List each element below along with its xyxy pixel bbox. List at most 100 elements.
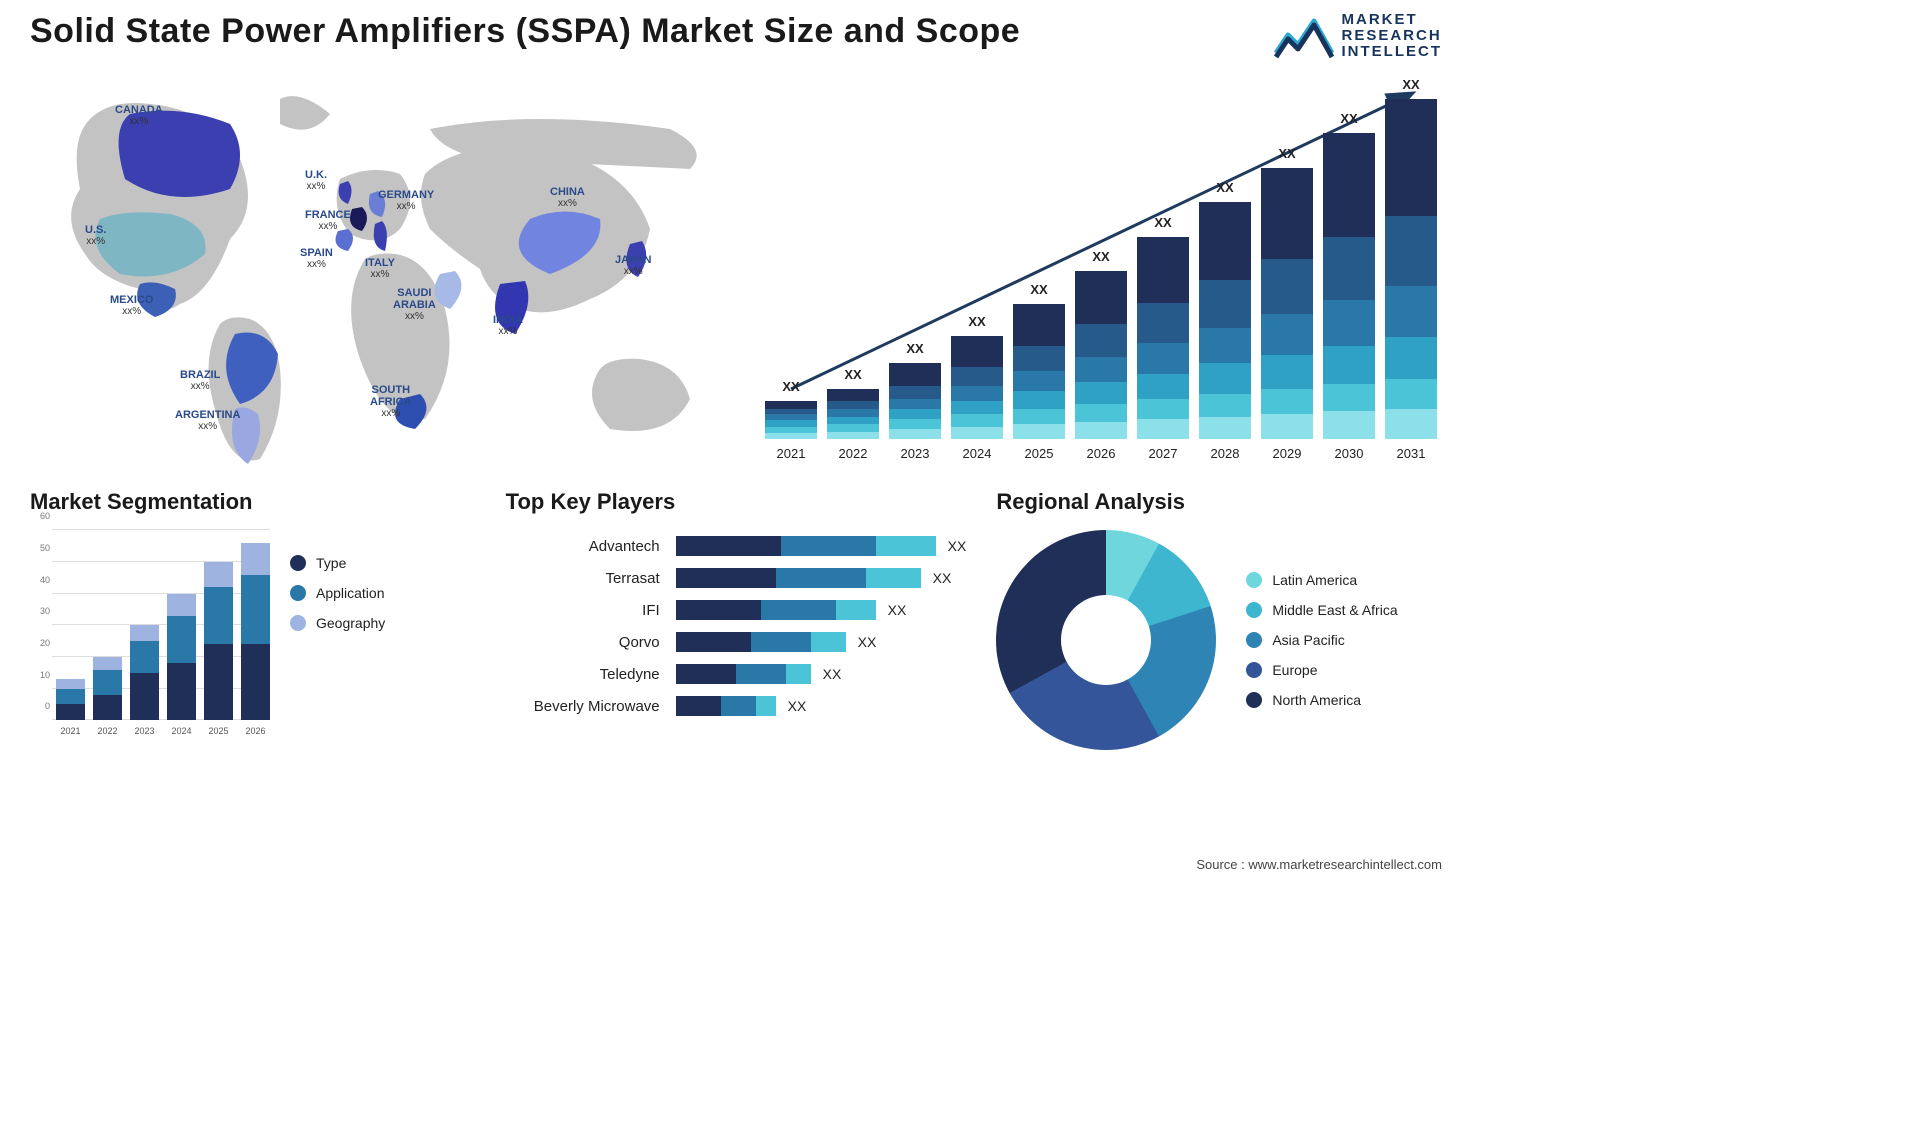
map-label: MEXICOxx%: [110, 294, 153, 317]
source-line: Source : www.marketresearchintellect.com: [1196, 857, 1442, 872]
bar-segment: [1385, 337, 1437, 379]
keyplayer-bar-segment: [676, 600, 761, 620]
map-label: ARGENTINAxx%: [175, 409, 240, 432]
main-growth-chart: XX2021XX2022XX2023XX2024XX2025XX2026XX20…: [760, 69, 1442, 469]
map-label: U.S.xx%: [85, 224, 106, 247]
bar-segment: [1013, 346, 1065, 371]
bar-segment: [951, 427, 1003, 440]
bar-segment: [889, 409, 941, 419]
seg-ytick: 30: [40, 606, 50, 616]
keyplayer-value: XX: [823, 666, 842, 682]
bar-value-label: XX: [1385, 77, 1437, 92]
seg-bar-segment: [241, 644, 270, 720]
bar-segment: [1199, 328, 1251, 363]
bar-segment: [1013, 409, 1065, 424]
legend-item: Geography: [290, 615, 385, 631]
seg-xlabel: 2024: [167, 726, 196, 736]
bar-segment: [951, 336, 1003, 368]
legend-item: North America: [1246, 692, 1397, 708]
header: Solid State Power Amplifiers (SSPA) Mark…: [0, 0, 1472, 59]
bar-segment: [827, 401, 879, 409]
bar-segment: [1013, 391, 1065, 409]
legend-label: Application: [316, 585, 385, 601]
seg-bar-segment: [56, 679, 85, 689]
legend-label: Geography: [316, 615, 385, 631]
donut-hole: [1061, 595, 1151, 685]
bar-segment: [1075, 324, 1127, 357]
seg-bar-segment: [130, 673, 159, 721]
map-label: BRAZILxx%: [180, 369, 220, 392]
bar-value-label: XX: [1199, 180, 1251, 195]
bar-segment: [951, 414, 1003, 427]
seg-ytick: 50: [40, 543, 50, 553]
seg-bar-segment: [93, 670, 122, 695]
bar-segment: [1137, 399, 1189, 419]
bar-value-label: XX: [1323, 111, 1375, 126]
bar-segment: [1323, 237, 1375, 300]
bar-segment: [889, 399, 941, 409]
bar-segment: [1199, 417, 1251, 440]
bar-segment: [1261, 259, 1313, 315]
keyplayer-value: XX: [888, 602, 907, 618]
bar-segment: [1323, 346, 1375, 384]
legend-label: Asia Pacific: [1272, 632, 1344, 648]
logo-line: MARKET: [1342, 12, 1443, 28]
legend-item: Type: [290, 555, 385, 571]
keyplayer-value: XX: [948, 538, 967, 554]
bar-segment: [1385, 286, 1437, 337]
bar-segment: [1137, 374, 1189, 399]
map-label: U.K.xx%: [305, 169, 327, 192]
map-label: SPAINxx%: [300, 247, 333, 270]
bar-segment: [1323, 133, 1375, 237]
seg-bar-segment: [56, 704, 85, 720]
bar-year-label: 2022: [827, 446, 879, 461]
seg-xlabel: 2025: [204, 726, 233, 736]
bar-segment: [1013, 371, 1065, 391]
map-label: JAPANxx%: [615, 254, 651, 277]
growth-bar: XX2026: [1075, 271, 1127, 439]
map-label: CHINAxx%: [550, 186, 585, 209]
keyplayer-bar-segment: [676, 696, 721, 716]
bar-segment: [1323, 411, 1375, 439]
bar-segment: [1385, 99, 1437, 215]
seg-ytick: 40: [40, 575, 50, 585]
seg-bar: 2025: [204, 562, 233, 720]
legend-dot: [1246, 632, 1262, 648]
bar-segment: [1137, 237, 1189, 303]
bar-year-label: 2021: [765, 446, 817, 461]
regional-legend: Latin AmericaMiddle East & AfricaAsia Pa…: [1246, 572, 1397, 708]
seg-bar-segment: [56, 689, 85, 705]
bar-value-label: XX: [1013, 282, 1065, 297]
keyplayers-chart: AdvantechXXTerrasatXXIFIXXQorvoXXTeledyn…: [506, 530, 967, 722]
logo-line: INTELLECT: [1342, 44, 1443, 60]
seg-bar: 2024: [167, 594, 196, 721]
bar-segment: [1075, 271, 1127, 324]
keyplayer-row: AdvantechXX: [506, 530, 967, 562]
bar-segment: [1199, 363, 1251, 393]
bar-value-label: XX: [1075, 249, 1127, 264]
keyplayer-bar-segment: [676, 536, 781, 556]
seg-bar: 2022: [93, 657, 122, 720]
bar-segment: [889, 429, 941, 439]
bar-year-label: 2025: [1013, 446, 1065, 461]
bar-value-label: XX: [827, 367, 879, 382]
bar-year-label: 2023: [889, 446, 941, 461]
legend-item: Asia Pacific: [1246, 632, 1397, 648]
growth-bar: XX2025: [1013, 304, 1065, 439]
bar-segment: [827, 417, 879, 425]
keyplayer-bar-segment: [876, 536, 936, 556]
legend-dot: [290, 555, 306, 571]
keyplayer-bar-segment: [676, 664, 736, 684]
keyplayer-value: XX: [933, 570, 952, 586]
seg-bar-segment: [204, 587, 233, 644]
growth-bar: XX2028: [1199, 202, 1251, 440]
bottom-row: Market Segmentation 0102030405060 202120…: [0, 469, 1472, 760]
keyplayer-bar-segment: [866, 568, 921, 588]
logo-icon: [1274, 13, 1334, 59]
seg-xlabel: 2022: [93, 726, 122, 736]
legend-dot: [1246, 602, 1262, 618]
bar-year-label: 2028: [1199, 446, 1251, 461]
legend-dot: [1246, 692, 1262, 708]
growth-bar: XX2029: [1261, 168, 1313, 440]
keyplayer-bar-segment: [811, 632, 846, 652]
